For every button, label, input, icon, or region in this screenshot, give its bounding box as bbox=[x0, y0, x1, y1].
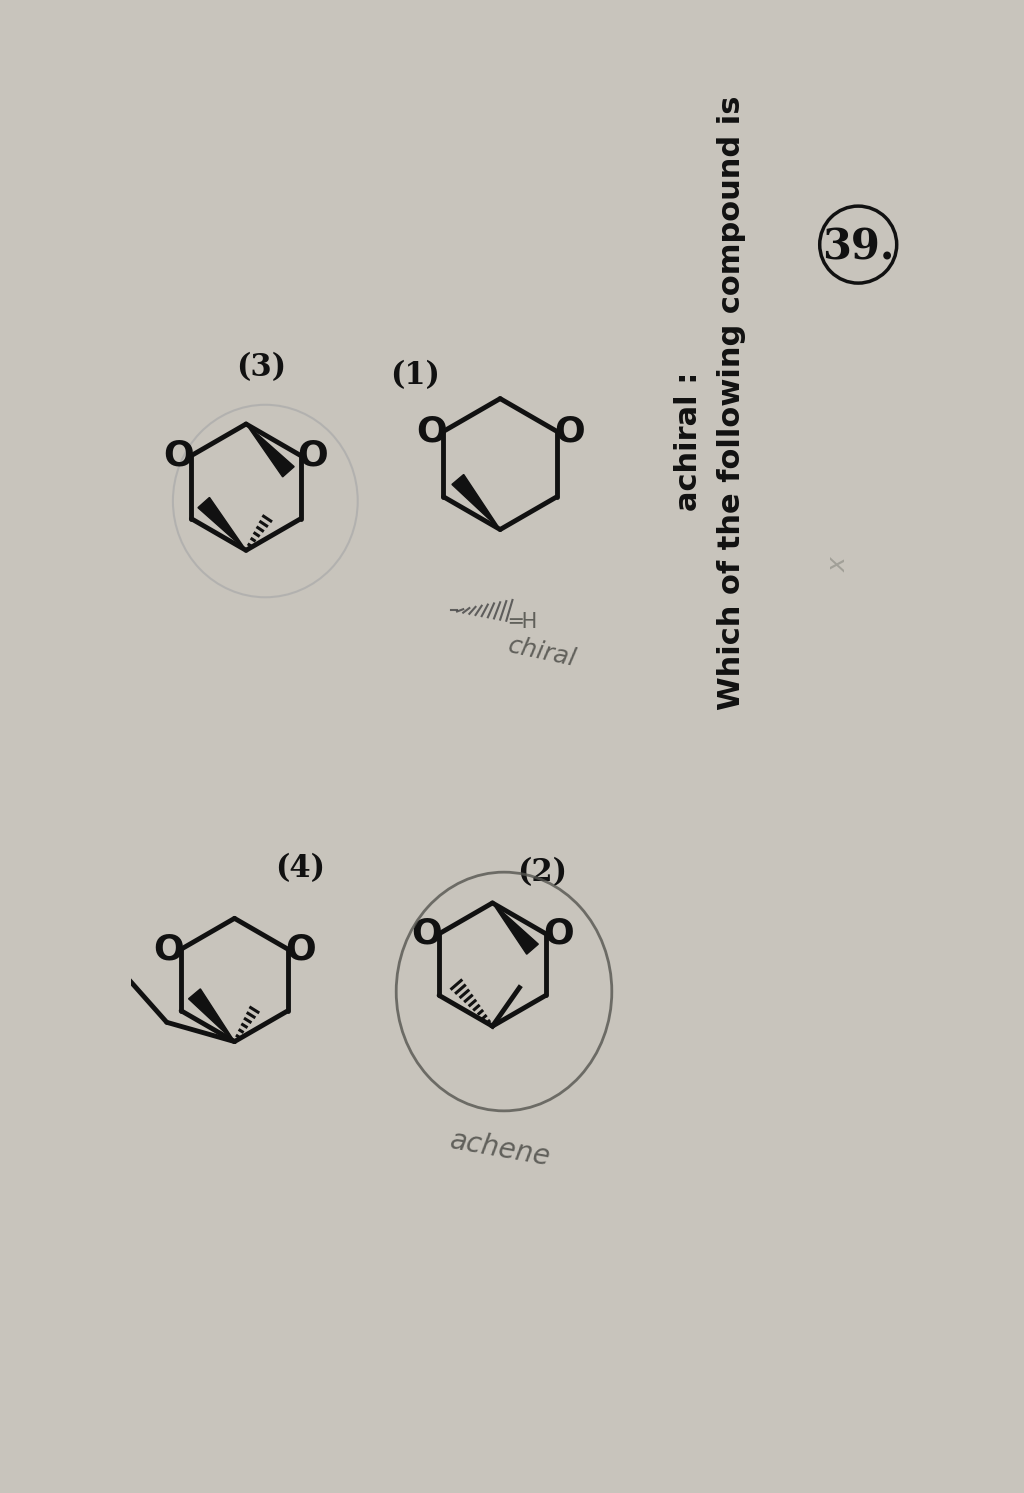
Text: O: O bbox=[164, 439, 195, 473]
Polygon shape bbox=[188, 988, 234, 1042]
Text: O: O bbox=[543, 917, 573, 951]
Text: (2): (2) bbox=[517, 857, 567, 888]
Polygon shape bbox=[452, 475, 500, 530]
Text: x: x bbox=[827, 557, 851, 572]
Text: chiral: chiral bbox=[506, 633, 579, 672]
Text: (1): (1) bbox=[390, 360, 440, 391]
Text: O: O bbox=[154, 932, 184, 966]
Text: (4): (4) bbox=[275, 853, 325, 884]
Polygon shape bbox=[246, 424, 294, 476]
Text: (3): (3) bbox=[237, 352, 287, 384]
Text: Which of the following compound is: Which of the following compound is bbox=[717, 96, 745, 709]
Polygon shape bbox=[198, 497, 246, 551]
Text: O: O bbox=[554, 415, 585, 448]
Text: O: O bbox=[285, 932, 315, 966]
Text: achene: achene bbox=[447, 1127, 553, 1172]
Text: achiral :: achiral : bbox=[675, 372, 703, 511]
Text: O: O bbox=[298, 439, 329, 473]
Polygon shape bbox=[493, 903, 539, 954]
Text: 39.: 39. bbox=[822, 227, 894, 269]
Text: O: O bbox=[416, 415, 446, 448]
Text: ═H: ═H bbox=[509, 612, 538, 632]
Text: O: O bbox=[412, 917, 442, 951]
